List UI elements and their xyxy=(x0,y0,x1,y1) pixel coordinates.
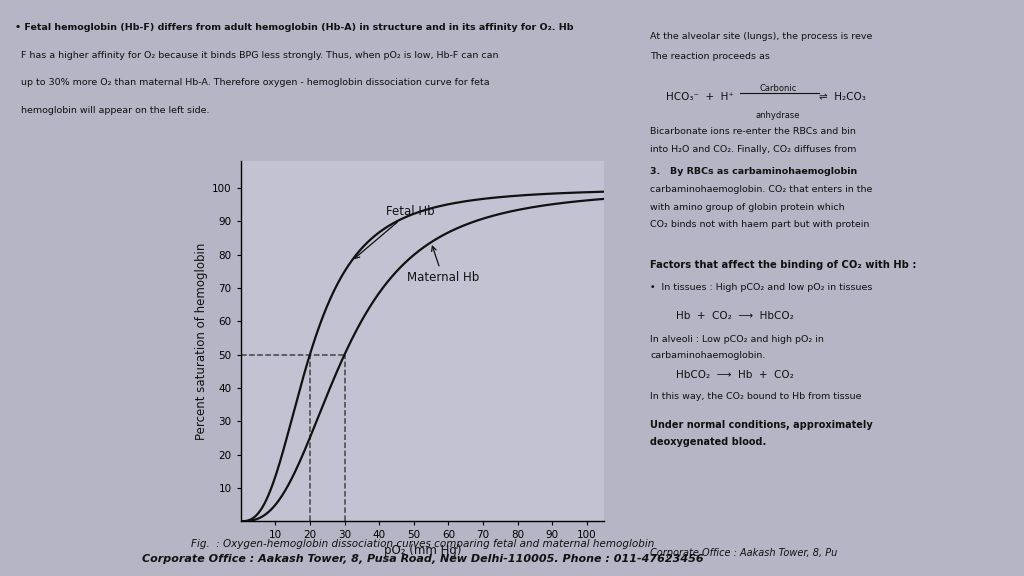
Text: Corporate Office : Aakash Tower, 8, Pusa Road, New Delhi-110005. Phone : 011-476: Corporate Office : Aakash Tower, 8, Pusa… xyxy=(142,554,703,564)
Text: • Fetal hemoglobin (Hb-F) differs from adult hemoglobin (Hb-A) in structure and : • Fetal hemoglobin (Hb-F) differs from a… xyxy=(15,23,573,32)
Text: with amino group of globin protein which: with amino group of globin protein which xyxy=(650,203,845,212)
Text: deoxygenated blood.: deoxygenated blood. xyxy=(650,437,767,446)
Text: into H₂O and CO₂. Finally, CO₂ diffuses from: into H₂O and CO₂. Finally, CO₂ diffuses … xyxy=(650,145,857,154)
Text: CO₂ binds not with haem part but with protein: CO₂ binds not with haem part but with pr… xyxy=(650,220,869,229)
X-axis label: pO₂ (mm Hg): pO₂ (mm Hg) xyxy=(384,544,461,558)
Text: In alveoli : Low pCO₂ and high pO₂ in: In alveoli : Low pCO₂ and high pO₂ in xyxy=(650,335,824,344)
Y-axis label: Percent saturation of hemoglobin: Percent saturation of hemoglobin xyxy=(195,242,208,440)
Text: F has a higher affinity for O₂ because it binds BPG less strongly. Thus, when pO: F has a higher affinity for O₂ because i… xyxy=(15,51,499,60)
Text: Maternal Hb: Maternal Hb xyxy=(407,246,479,285)
Text: Under normal conditions, approximately: Under normal conditions, approximately xyxy=(650,420,873,430)
Text: •  In tissues : High pCO₂ and low pO₂ in tissues: • In tissues : High pCO₂ and low pO₂ in … xyxy=(650,283,872,293)
Text: hemoglobin will appear on the left side.: hemoglobin will appear on the left side. xyxy=(15,106,210,115)
Text: The reaction proceeds as: The reaction proceeds as xyxy=(650,52,770,61)
Text: 3.   By RBCs as carbaminohaemoglobin: 3. By RBCs as carbaminohaemoglobin xyxy=(650,167,857,176)
Text: At the alveolar site (lungs), the process is reve: At the alveolar site (lungs), the proces… xyxy=(650,32,872,41)
Text: Corporate Office : Aakash Tower, 8, Pu: Corporate Office : Aakash Tower, 8, Pu xyxy=(650,548,838,558)
Text: HCO₃⁻  +  H⁺: HCO₃⁻ + H⁺ xyxy=(666,92,733,102)
Text: Hb  +  CO₂  ⟶  HbCO₂: Hb + CO₂ ⟶ HbCO₂ xyxy=(676,311,794,321)
Text: carbaminohaemoglobin. CO₂ that enters in the: carbaminohaemoglobin. CO₂ that enters in… xyxy=(650,185,872,195)
Text: up to 30% more O₂ than maternal Hb-A. Therefore oxygen - hemoglobin dissociation: up to 30% more O₂ than maternal Hb-A. Th… xyxy=(15,78,490,88)
Text: carbaminohaemoglobin.: carbaminohaemoglobin. xyxy=(650,351,766,361)
Text: Bicarbonate ions re-enter the RBCs and bin: Bicarbonate ions re-enter the RBCs and b… xyxy=(650,127,856,136)
Text: anhydrase: anhydrase xyxy=(756,111,801,120)
Text: ⇌  H₂CO₃: ⇌ H₂CO₃ xyxy=(819,92,866,102)
Text: Factors that affect the binding of CO₂ with Hb :: Factors that affect the binding of CO₂ w… xyxy=(650,260,916,270)
Text: Fig.  : Oxygen-hemoglobin dissociation curves comparing fetal and maternal hemog: Fig. : Oxygen-hemoglobin dissociation cu… xyxy=(191,539,654,550)
Text: In this way, the CO₂ bound to Hb from tissue: In this way, the CO₂ bound to Hb from ti… xyxy=(650,392,862,401)
Text: Carbonic: Carbonic xyxy=(760,84,797,93)
Text: Fetal Hb: Fetal Hb xyxy=(354,204,434,259)
Text: HbCO₂  ⟶  Hb  +  CO₂: HbCO₂ ⟶ Hb + CO₂ xyxy=(676,370,794,380)
